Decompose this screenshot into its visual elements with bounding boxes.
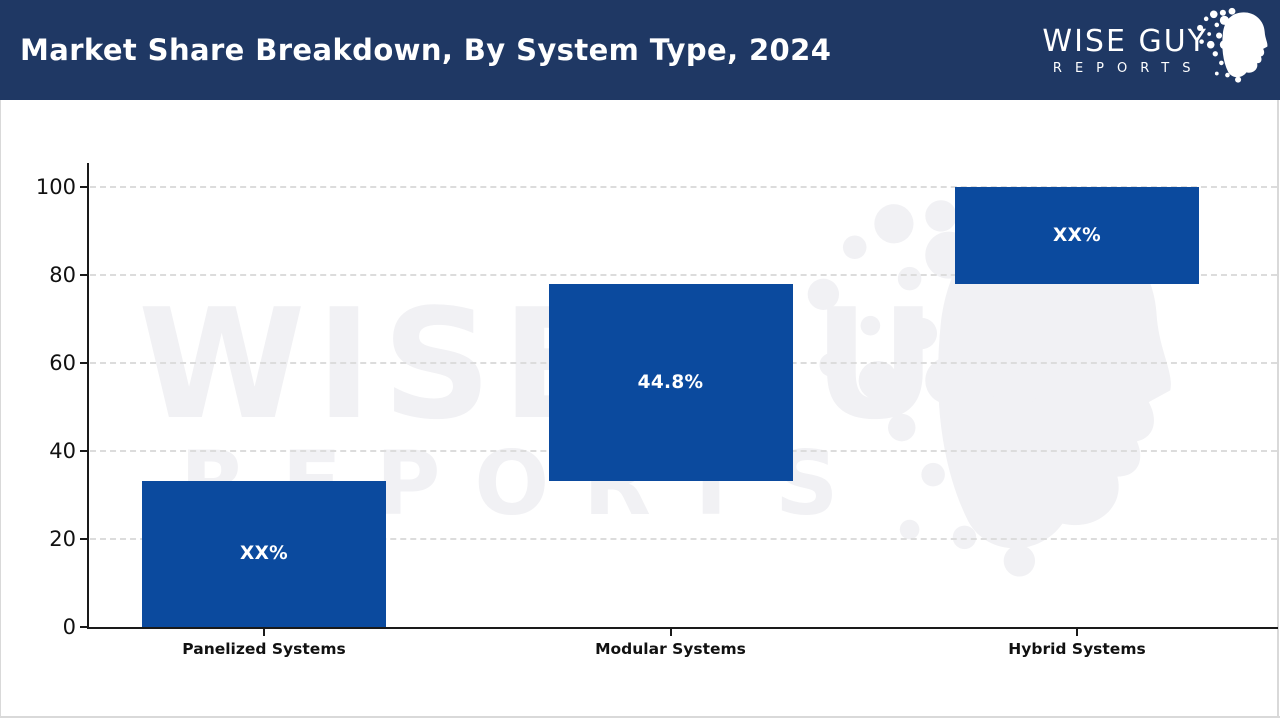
y-tick-mark-0 bbox=[80, 626, 88, 628]
wise-guy-reports-logo: WISE GUY REPORTS bbox=[1042, 7, 1270, 93]
x-tick-mark-2 bbox=[669, 629, 672, 636]
header-bar: Market Share Breakdown, By System Type, … bbox=[0, 0, 1280, 100]
y-tick-mark-80 bbox=[80, 274, 88, 276]
y-tick-label: 0 bbox=[62, 615, 76, 639]
y-tick-label: 40 bbox=[49, 439, 76, 463]
page-title: Market Share Breakdown, By System Type, … bbox=[20, 33, 832, 67]
x-tick-mark-1 bbox=[263, 629, 265, 636]
logo-wordmark: WISE GUY bbox=[1042, 24, 1208, 59]
bar-panelized-systems: XX% bbox=[142, 480, 386, 627]
x-tick-mark-3 bbox=[1076, 629, 1078, 636]
y-tick-mark-100 bbox=[80, 186, 88, 188]
page-border-right bbox=[1277, 100, 1279, 717]
y-tick-mark-40 bbox=[80, 450, 88, 452]
gridline-y-20 bbox=[90, 538, 1277, 540]
y-tick-label: 100 bbox=[35, 175, 76, 199]
bar-hybrid-systems: XX% bbox=[955, 187, 1199, 284]
y-tick-label: 20 bbox=[49, 527, 76, 551]
y-tick-label: 80 bbox=[49, 263, 76, 287]
x-axis-line bbox=[87, 627, 1278, 629]
x-tick-label: Modular Systems bbox=[595, 640, 746, 658]
x-tick-label: Panelized Systems bbox=[182, 640, 346, 658]
bar-value-label: XX% bbox=[1053, 224, 1101, 246]
y-tick-mark-20 bbox=[80, 538, 88, 540]
gridline-y-100 bbox=[90, 186, 1277, 188]
y-tick-label: 60 bbox=[49, 351, 76, 375]
x-tick-label: Hybrid Systems bbox=[1008, 640, 1146, 658]
logo-text: WISE GUY REPORTS bbox=[1042, 24, 1208, 76]
page-border-left bbox=[0, 100, 1, 717]
bar-modular-systems: 44.8% bbox=[548, 283, 793, 481]
y-axis-line bbox=[87, 163, 89, 628]
bar-value-label: 44.8% bbox=[637, 371, 704, 393]
page-border-bottom bbox=[0, 716, 1280, 718]
logo-subtitle: REPORTS bbox=[1052, 61, 1204, 76]
gridline-y-80 bbox=[90, 274, 1277, 276]
bar-value-label: XX% bbox=[240, 543, 288, 565]
y-tick-mark-60 bbox=[80, 362, 88, 364]
